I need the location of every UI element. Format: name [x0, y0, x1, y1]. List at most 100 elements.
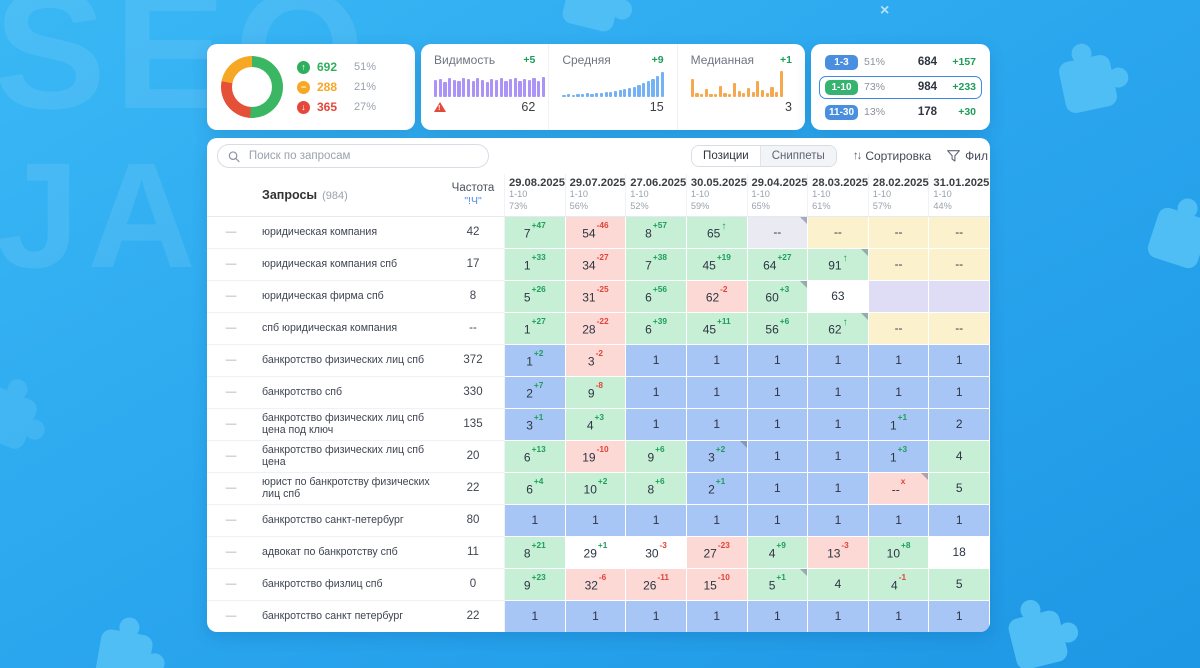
row-handle[interactable]: — [207, 472, 255, 505]
position-cell[interactable]: -- [867, 215, 930, 249]
position-cell[interactable]: 1+2 [504, 343, 566, 377]
position-cell[interactable]: 1 [746, 503, 809, 537]
position-cell[interactable]: 29+1 [564, 535, 627, 569]
position-cell[interactable]: -- [928, 215, 990, 249]
position-cell[interactable]: 1 [564, 599, 627, 632]
table-row[interactable]: — банкротство физических лиц спб 372 1+2 3-2… [207, 343, 990, 377]
search-input[interactable] [246, 149, 478, 163]
snippets-tab[interactable]: Сниппеты [759, 146, 836, 166]
position-cell[interactable]: 64+27 [746, 247, 809, 281]
position-cell[interactable]: 8+21 [504, 535, 566, 569]
position-cell[interactable]: 1 [625, 599, 687, 632]
position-cell[interactable]: 15-10 [685, 567, 748, 601]
position-cell[interactable]: 3+1 [504, 407, 566, 441]
position-cell[interactable]: 1 [867, 375, 930, 409]
position-cell[interactable]: 1 [807, 375, 869, 409]
position-cell[interactable]: 1 [867, 343, 930, 377]
date-column-header[interactable]: 28.03.2025 1-10 61% [807, 174, 869, 217]
position-cell[interactable]: 4+9 [746, 535, 809, 569]
position-cell[interactable]: 10+8 [867, 535, 930, 569]
row-handle[interactable]: — [207, 504, 255, 537]
position-cell[interactable]: 1+33 [504, 247, 566, 281]
top-group-row-1-3[interactable]: 1-3 51% 684 +157 [819, 51, 982, 74]
filter-button[interactable]: Фил [947, 149, 988, 163]
date-column-header[interactable]: 29.04.2025 1-10 65% [746, 174, 808, 217]
position-cell[interactable]: 4+3 [564, 407, 627, 441]
table-row[interactable]: — банкротство санкт-петербург 80 1 1 1 1 1 1 1 1 [207, 503, 990, 537]
query-cell[interactable]: банкротство физических лиц спб [255, 344, 442, 377]
query-cell[interactable]: банкротство санкт петербург [255, 600, 442, 632]
position-cell[interactable]: -- [867, 247, 930, 281]
position-cell[interactable]: 9+6 [625, 439, 687, 473]
row-handle[interactable]: — [207, 600, 255, 632]
query-cell[interactable]: банкротство санкт-петербург [255, 504, 442, 537]
table-row[interactable]: — банкротство санкт петербург 22 1 1 1 1 1 1 1 1 [207, 599, 990, 632]
position-cell[interactable]: 10+2 [564, 471, 627, 505]
table-row[interactable]: — банкротство спб 330 2+7 9-8 1 1 1 1 1 1 [207, 375, 990, 409]
sort-button[interactable]: ↑↓ Сортировка [853, 149, 931, 163]
table-row[interactable]: — юридическая фирма спб 8 5+26 31-25 6+56 62-2… [207, 279, 990, 313]
position-cell[interactable]: 5+26 [504, 279, 566, 313]
search-box[interactable] [217, 144, 489, 168]
position-cell[interactable]: 1 [746, 471, 809, 505]
position-cell[interactable]: 4-1 [867, 567, 930, 601]
position-cell[interactable] [928, 279, 990, 313]
position-cell[interactable]: 54-46 [564, 215, 627, 249]
position-cell[interactable]: 65↑ [685, 215, 748, 249]
row-handle[interactable]: — [207, 344, 255, 377]
position-cell[interactable]: 1 [807, 407, 869, 441]
table-row[interactable]: — банкротство физлиц спб 0 9+23 32-6 26-11 15-… [207, 567, 990, 601]
position-cell[interactable]: 63 [807, 279, 869, 313]
position-cell[interactable]: 2+7 [504, 375, 566, 409]
position-cell[interactable]: 1 [928, 503, 990, 537]
position-cell[interactable]: -- [807, 215, 869, 249]
query-cell[interactable]: юрист по банкротству физических лиц спб [255, 472, 442, 505]
position-cell[interactable]: 9-8 [564, 375, 627, 409]
row-handle[interactable]: — [207, 312, 255, 345]
position-cell[interactable]: 1 [746, 375, 809, 409]
position-cell[interactable]: 1 [928, 599, 990, 632]
position-cell[interactable]: 1 [685, 599, 748, 632]
position-cell[interactable]: 4 [928, 439, 990, 473]
position-cell[interactable]: 1 [685, 375, 748, 409]
position-cell[interactable]: 4 [807, 567, 869, 601]
row-handle[interactable]: — [207, 248, 255, 281]
position-cell[interactable]: 28-22 [564, 311, 627, 345]
positions-tab[interactable]: Позиции [692, 146, 760, 166]
table-row[interactable]: — юридическая компания спб 17 1+33 34-27 7+38… [207, 247, 990, 281]
table-row[interactable]: — банкротство физических лиц спб цена под… [207, 407, 990, 441]
position-cell[interactable]: 18 [928, 535, 990, 569]
position-cell[interactable]: 1 [807, 439, 869, 473]
position-cell[interactable]: 56+6 [746, 311, 809, 345]
query-cell[interactable]: банкротство физлиц спб [255, 568, 442, 601]
position-cell[interactable]: 60+3 [746, 279, 809, 313]
position-cell[interactable]: 6+39 [625, 311, 687, 345]
position-cell[interactable]: 26-11 [625, 567, 687, 601]
position-cell[interactable]: 5 [928, 471, 990, 505]
position-cell[interactable]: -- [867, 311, 930, 345]
position-cell[interactable]: 27-23 [685, 535, 748, 569]
position-cell[interactable]: 1 [685, 343, 748, 377]
date-column-header[interactable]: 28.02.2025 1-10 57% [867, 174, 929, 217]
position-cell[interactable]: 1 [807, 503, 869, 537]
position-cell[interactable]: 1 [625, 503, 687, 537]
table-row[interactable]: — банкротство физических лиц спб цена 20 6+… [207, 439, 990, 473]
position-cell[interactable]: 62-2 [685, 279, 748, 313]
date-column-header[interactable]: 27.06.2025 1-10 52% [625, 174, 687, 217]
position-cell[interactable]: 7+47 [504, 215, 566, 249]
date-column-header[interactable]: 29.07.2025 1-10 56% [564, 174, 626, 217]
position-cell[interactable]: 7+38 [625, 247, 687, 281]
query-cell[interactable]: банкротство спб [255, 376, 442, 409]
position-cell[interactable]: 1 [928, 343, 990, 377]
position-cell[interactable]: -- [928, 311, 990, 345]
position-cell[interactable]: 2+1 [685, 471, 748, 505]
position-cell[interactable]: 32-6 [564, 567, 627, 601]
position-cell[interactable]: 1 [746, 599, 809, 632]
position-cell[interactable]: 1 [625, 343, 687, 377]
position-cell[interactable]: 1 [685, 407, 748, 441]
position-cell[interactable]: 1 [867, 503, 930, 537]
position-cell[interactable]: 1 [564, 503, 627, 537]
position-cell[interactable]: 1 [625, 375, 687, 409]
row-handle[interactable]: — [207, 408, 255, 441]
position-cell[interactable]: 6+13 [504, 439, 566, 473]
